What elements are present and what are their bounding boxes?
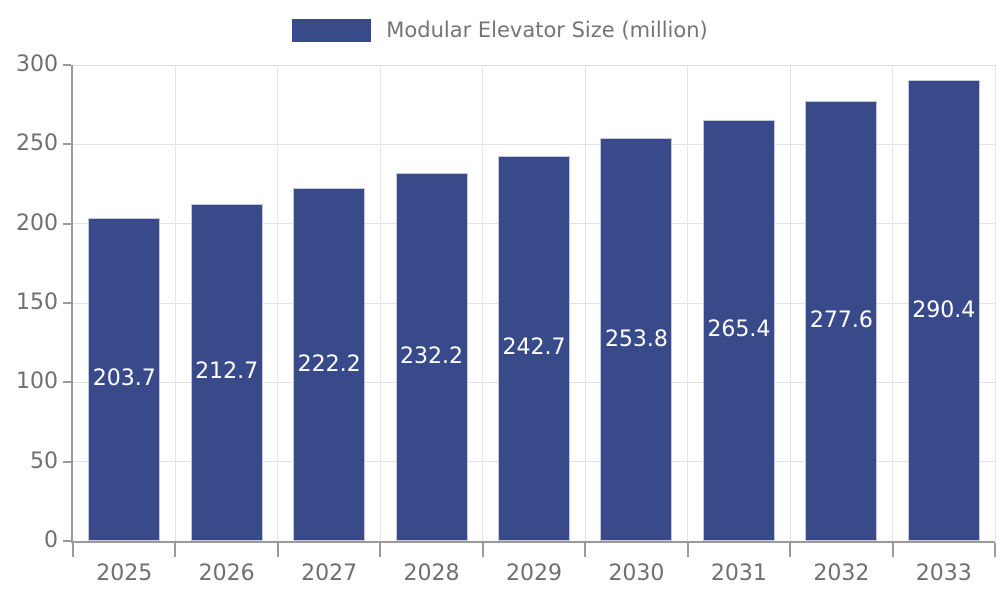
x-tick-label: 2031 — [710, 561, 767, 586]
legend-label: Modular Elevator Size (million) — [386, 18, 708, 42]
bar — [395, 172, 468, 541]
bar-value-label: 290.4 — [912, 297, 976, 323]
y-axis-tick — [63, 64, 71, 66]
y-tick-label: 250 — [16, 131, 58, 157]
x-tick-label: 2032 — [813, 561, 870, 586]
plot-area: 0 50 100 150 200 250 300 203.7 2025 212.7 2026 222.… — [16, 54, 996, 586]
x-tick-label: 2030 — [608, 561, 665, 586]
bar — [293, 188, 366, 541]
x-tick-label: 2028 — [403, 561, 460, 586]
x-axis-tick — [584, 543, 587, 557]
v-gridline — [687, 65, 689, 541]
x-tick-label: 2033 — [915, 561, 972, 586]
bar-value-label: 253.8 — [604, 326, 668, 352]
x-tick-label: 2025 — [96, 561, 153, 586]
v-gridline — [277, 65, 279, 541]
bar — [907, 80, 980, 541]
v-gridline — [174, 65, 176, 541]
x-axis-tick — [379, 543, 382, 557]
y-tick-label: 50 — [30, 448, 58, 474]
bar-value-label: 277.6 — [809, 307, 873, 333]
bar-value-label: 212.7 — [195, 359, 259, 385]
bar-value-label: 232.2 — [400, 343, 464, 369]
x-axis-tick — [72, 543, 74, 557]
bar-value-label: 222.2 — [297, 351, 361, 377]
x-axis-line — [71, 541, 995, 543]
v-gridline — [789, 65, 791, 541]
x-tick-label: 2027 — [301, 561, 358, 586]
x-axis-tick — [481, 543, 484, 557]
bar — [600, 138, 673, 541]
y-axis-line — [71, 65, 73, 543]
x-tick-label: 2029 — [505, 561, 562, 586]
bar — [702, 119, 775, 541]
y-axis-tick — [63, 460, 71, 463]
v-gridline — [482, 65, 484, 541]
bar — [190, 203, 263, 541]
x-axis-tick — [686, 543, 689, 557]
h-gridline — [73, 64, 995, 66]
chart-legend: Modular Elevator Size (million) — [0, 18, 1000, 42]
y-axis-tick — [63, 381, 71, 384]
bar — [88, 217, 161, 541]
y-tick-label: 0 — [44, 528, 58, 553]
y-axis-tick — [63, 302, 71, 304]
v-gridline — [584, 65, 586, 541]
x-axis-tick — [891, 543, 894, 557]
y-tick-label: 200 — [16, 210, 58, 236]
legend-swatch — [292, 18, 372, 42]
v-gridline — [994, 65, 996, 541]
x-tick-label: 2026 — [198, 561, 255, 586]
y-axis-tick — [63, 540, 71, 542]
y-tick-label: 100 — [16, 369, 58, 395]
x-axis-tick — [789, 543, 792, 557]
bar-value-label: 265.4 — [707, 317, 771, 343]
y-tick-label: 300 — [16, 52, 58, 77]
v-gridline — [892, 65, 894, 541]
v-gridline — [379, 65, 381, 541]
h-gridline — [73, 143, 995, 145]
x-axis-tick — [276, 543, 279, 557]
bar — [805, 100, 878, 541]
bar — [498, 155, 570, 541]
y-axis-tick — [63, 143, 71, 146]
x-axis-tick — [174, 543, 177, 557]
bar-value-label: 242.7 — [502, 335, 566, 361]
y-axis-tick — [63, 222, 71, 225]
y-tick-label: 150 — [16, 290, 58, 315]
x-axis-tick — [994, 543, 996, 557]
bar-value-label: 203.7 — [92, 366, 156, 392]
